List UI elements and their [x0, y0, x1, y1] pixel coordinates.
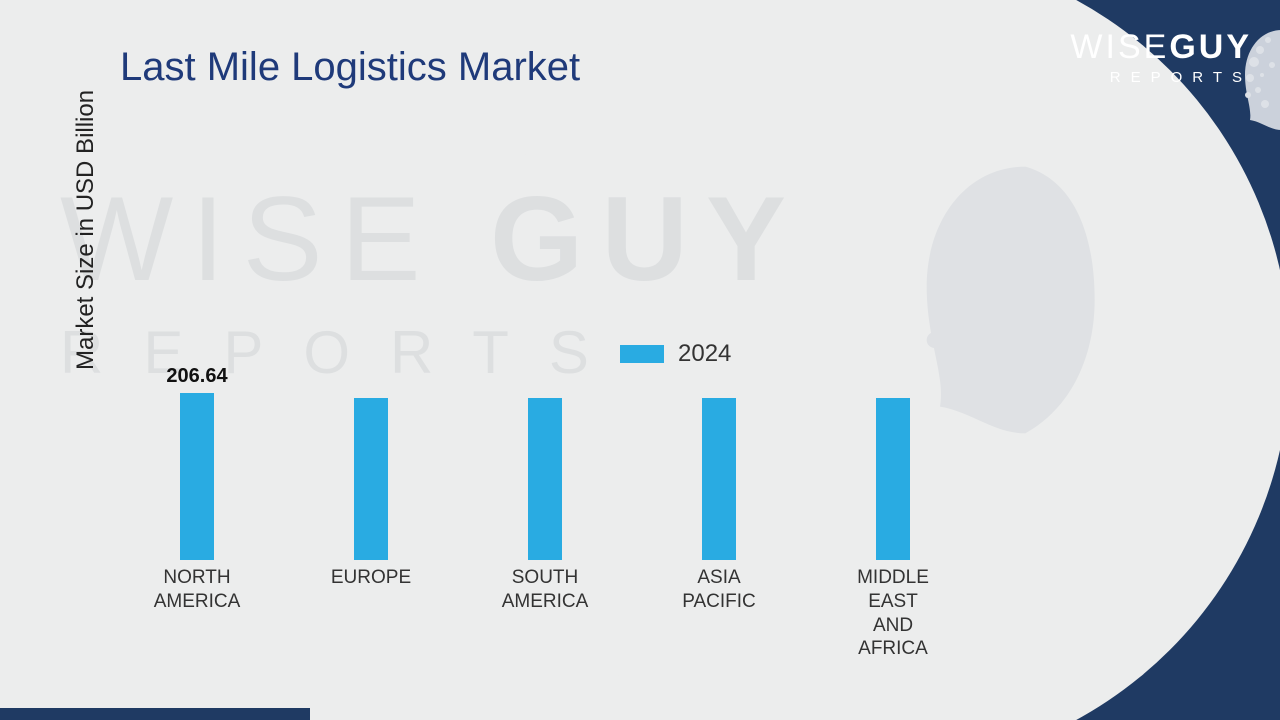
bar — [180, 393, 214, 560]
bar-chart: 206.64 — [110, 380, 980, 560]
bar-group — [818, 370, 968, 560]
chart-canvas: WISEGUY REPORTS WISE GUY REPORTS Last Mi… — [0, 0, 1280, 720]
bar-group — [644, 370, 794, 560]
brand-text-reports: REPORTS — [1070, 69, 1252, 86]
bar — [528, 398, 562, 560]
chart-title: Last Mile Logistics Market — [120, 45, 580, 90]
brand-logo: WISEGUY REPORTS — [1070, 28, 1252, 86]
x-tick-label: EUROPE — [296, 566, 446, 661]
x-tick-label: ASIA PACIFIC — [644, 566, 794, 661]
bar-group — [470, 370, 620, 560]
bar — [354, 398, 388, 560]
bar — [876, 398, 910, 560]
x-tick-label: NORTH AMERICA — [122, 566, 272, 661]
bar-group: 206.64 — [122, 365, 272, 560]
legend-swatch — [620, 345, 664, 363]
y-axis-label: Market Size in USD Billion — [72, 90, 100, 370]
bars-container: 206.64 — [110, 380, 980, 560]
bottom-accent-bar — [0, 708, 310, 720]
bar-value-label: 206.64 — [166, 365, 227, 389]
legend: 2024 — [620, 340, 731, 368]
brand-text-wise: WISE — [1070, 28, 1169, 66]
x-tick-label: SOUTH AMERICA — [470, 566, 620, 661]
x-axis-labels: NORTH AMERICA EUROPE SOUTH AMERICA ASIA PAC… — [110, 566, 980, 661]
brand-text-guy: GUY — [1169, 28, 1252, 66]
watermark-wise: WISE — [60, 172, 439, 306]
legend-label: 2024 — [678, 340, 731, 368]
x-tick-label: MIDDLE EAST AND AFRICA — [818, 566, 968, 661]
bar — [702, 398, 736, 560]
bar-group — [296, 370, 446, 560]
